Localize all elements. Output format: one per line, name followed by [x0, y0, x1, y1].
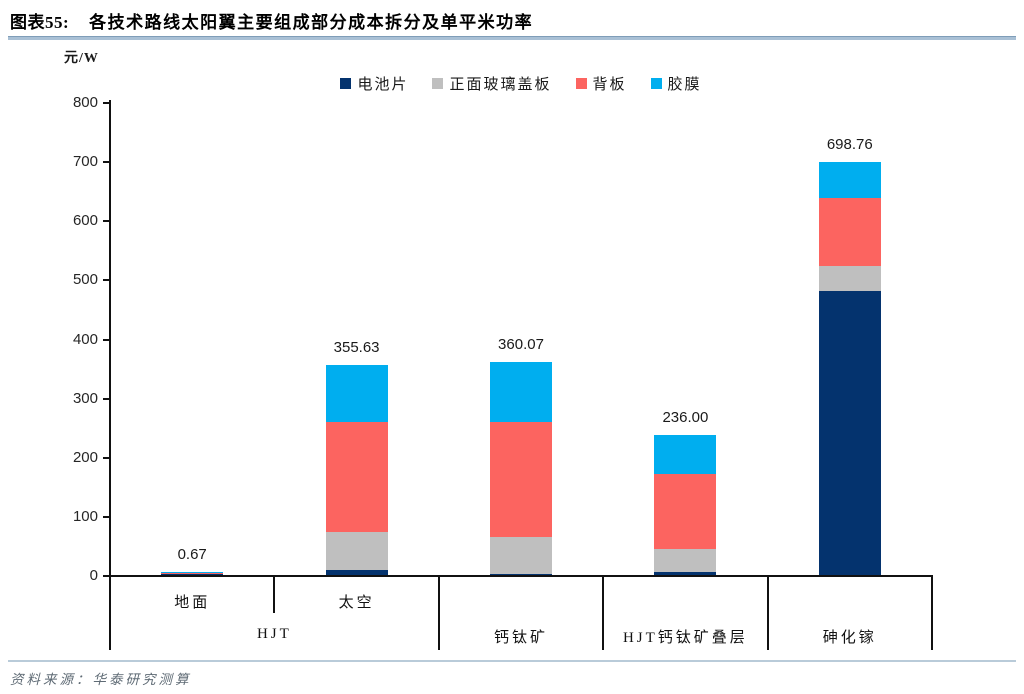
x-axis-label-level1: 地面	[174, 595, 211, 611]
x-axis-group-separator	[602, 576, 605, 650]
y-axis-tick	[103, 161, 110, 164]
x-axis-group-separator	[109, 576, 111, 650]
bar-total-label: 698.76	[826, 135, 873, 153]
y-axis-tick-label: 500	[72, 271, 98, 289]
figure-title: 各技术路线太阳翼主要组成部分成本拆分及单平米功率	[89, 13, 534, 32]
bar-segment-电池片	[325, 569, 388, 575]
bar-total-label: 236.00	[662, 409, 709, 427]
bar-segment-电池片	[654, 572, 717, 575]
x-axis-label-level2: 砷化镓	[822, 630, 877, 646]
y-axis-tick-label: 400	[72, 330, 98, 348]
footer-divider	[8, 660, 1016, 662]
y-axis-tick	[103, 279, 110, 282]
y-axis-tick	[103, 338, 110, 341]
bar-total-label: 355.63	[333, 338, 380, 356]
y-axis-tick	[103, 515, 110, 518]
bar-segment-正面玻璃盖板	[818, 265, 881, 292]
y-axis-unit-label: 元/W	[64, 51, 99, 66]
bar-钙钛矿	[490, 362, 552, 575]
y-axis-tick-label: 100	[72, 507, 98, 525]
legend-label: 胶膜	[667, 77, 702, 93]
figure-number: 图表55:	[10, 13, 70, 32]
x-axis-label-level2: HJT	[256, 626, 292, 642]
bar-太空	[325, 364, 388, 575]
y-axis-tick	[103, 220, 110, 223]
legend-item-0: 电池片	[340, 73, 408, 94]
y-axis-line	[109, 100, 111, 577]
bar-total-label: 0.67	[177, 545, 207, 563]
legend-marker-icon	[650, 78, 662, 89]
y-axis-tick-label: 300	[72, 389, 98, 407]
y-axis-tick-label: 800	[72, 94, 98, 111]
bar-segment-背板	[818, 197, 881, 266]
y-axis-tick-label: 200	[72, 448, 98, 466]
x-axis-group-separator	[931, 576, 933, 650]
bar-segment-胶膜	[490, 362, 552, 422]
legend-marker-icon	[340, 78, 352, 89]
bar-segment-电池片	[161, 574, 224, 575]
bar-segment-背板	[161, 572, 224, 574]
title-divider	[8, 36, 1016, 40]
bar-segment-背板	[654, 473, 717, 549]
y-axis-tick-label: 0	[89, 567, 98, 584]
y-axis-tick	[103, 102, 110, 104]
legend-marker-icon	[575, 78, 587, 89]
figure-header: 图表55: 各技术路线太阳翼主要组成部分成本拆分及单平米功率	[10, 8, 1014, 33]
source-note: 资料来源：华泰研究测算	[10, 672, 192, 687]
bar-segment-正面玻璃盖板	[325, 531, 388, 570]
bar-segment-正面玻璃盖板	[161, 573, 224, 575]
bar-segment-正面玻璃盖板	[490, 537, 552, 574]
bar-HJT钙钛矿叠层	[654, 435, 717, 575]
y-axis-tick	[103, 397, 110, 400]
bar-segment-电池片	[490, 573, 552, 575]
bar-segment-胶膜	[325, 364, 388, 422]
bar-segment-正面玻璃盖板	[654, 548, 717, 573]
bar-砷化镓	[818, 161, 881, 575]
x-axis-subgroup-separator	[273, 576, 276, 613]
y-axis-tick-label: 600	[72, 212, 98, 230]
bar-segment-胶膜	[161, 571, 224, 573]
x-axis-label-level2: HJT钙钛矿叠层	[622, 630, 748, 646]
y-axis-tick	[103, 456, 110, 459]
bar-segment-背板	[325, 421, 388, 532]
x-axis-group-separator	[437, 576, 440, 650]
bar-segment-胶膜	[818, 161, 881, 198]
legend-label: 电池片	[357, 77, 409, 93]
bar-segment-胶膜	[654, 435, 717, 474]
y-axis-tick-label: 700	[72, 153, 98, 171]
legend-label: 背板	[592, 77, 627, 93]
bar-total-label: 360.07	[498, 336, 544, 354]
legend-label: 正面玻璃盖板	[449, 77, 552, 93]
legend-item-2: 背板	[575, 73, 627, 94]
x-axis-group-separator	[766, 576, 769, 650]
x-axis-line	[103, 575, 933, 577]
legend-item-1: 正面玻璃盖板	[432, 73, 551, 94]
legend-marker-icon	[432, 78, 444, 89]
bar-segment-电池片	[818, 291, 881, 575]
x-axis-label-level1: 太空	[338, 595, 375, 611]
chart-legend: 电池片 正面玻璃盖板 背板 胶膜	[110, 73, 932, 94]
x-axis-label-level2: 钙钛矿	[493, 630, 548, 646]
bar-地面	[161, 571, 224, 575]
legend-item-3: 胶膜	[650, 73, 702, 94]
bar-segment-背板	[490, 421, 552, 538]
